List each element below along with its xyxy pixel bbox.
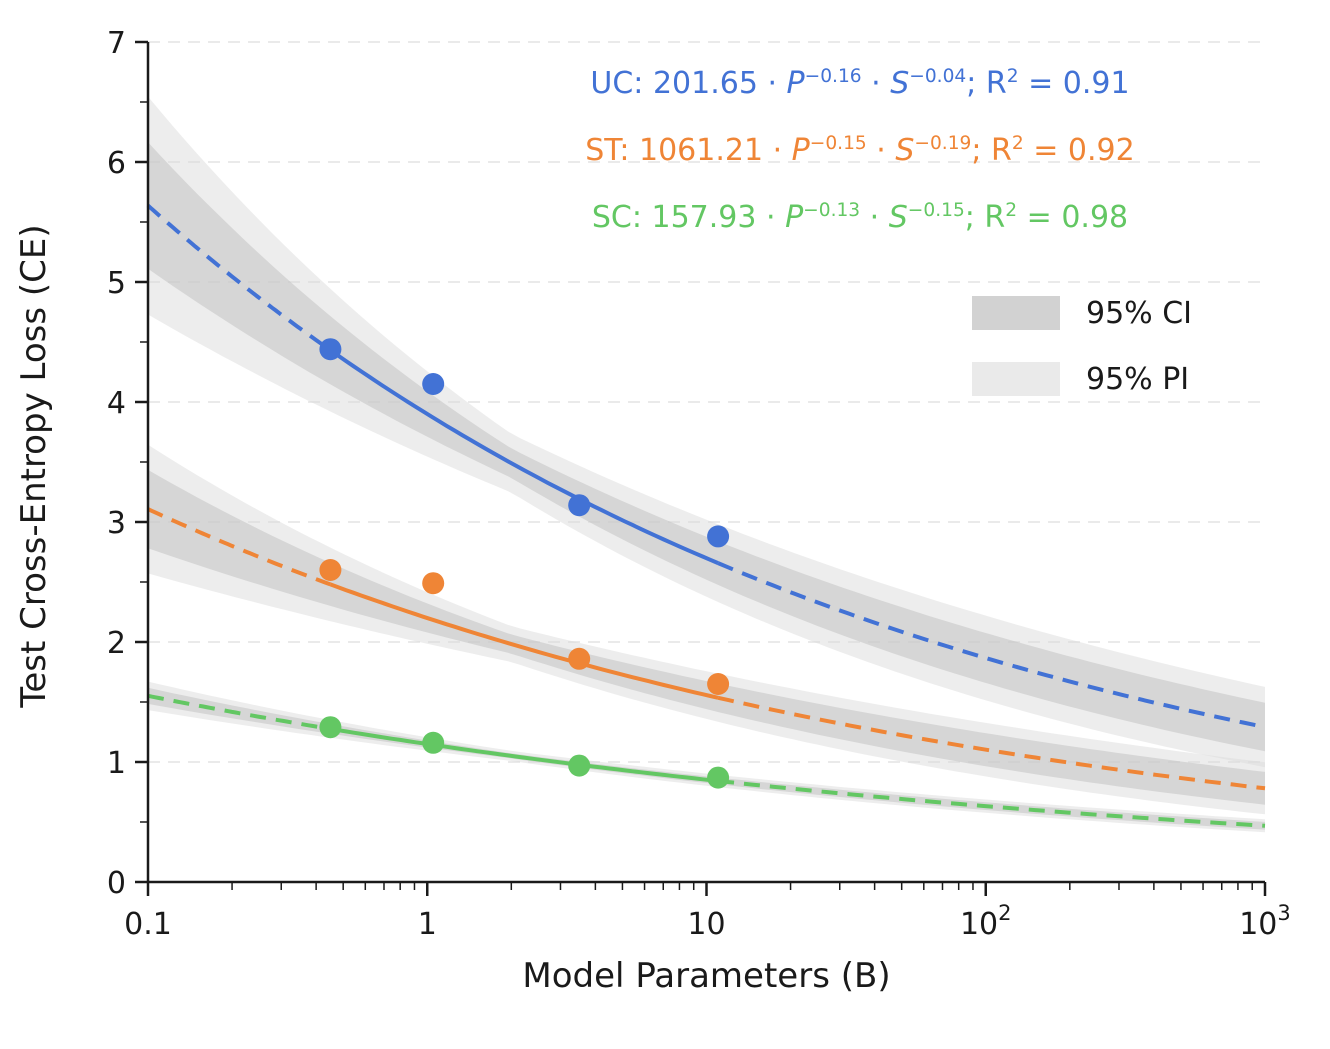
legend-label-ci: 95% CI [1086, 295, 1193, 331]
y-axis-label: Test Cross-Entropy Loss (CE) [14, 224, 54, 708]
svg-text:5: 5 [107, 266, 126, 301]
s-exponent: −0.04 [909, 66, 967, 87]
legend-label-pi: 95% PI [1086, 361, 1190, 397]
p-variable: P [791, 133, 810, 168]
fit-curve-sc [147, 693, 1266, 828]
s-exponent: −0.19 [914, 133, 972, 154]
p-variable: P [786, 66, 805, 101]
r2-value: = 0.92 [1023, 133, 1135, 168]
ci-band-swatch [972, 296, 1060, 330]
svg-text:1: 1 [107, 746, 126, 781]
r2-prefix: ; R [971, 133, 1012, 168]
svg-text:1: 1 [418, 907, 437, 942]
s-exponent: −0.15 [907, 200, 965, 221]
r2-sup: 2 [1005, 200, 1018, 221]
svg-text:10: 10 [687, 907, 725, 942]
equation-dot: · [866, 133, 896, 168]
p-exponent: −0.16 [804, 66, 862, 87]
svg-text:102: 102 [960, 901, 1012, 942]
svg-text:0.1: 0.1 [124, 907, 172, 942]
s-variable: S [890, 66, 910, 101]
r2-value: = 0.91 [1018, 66, 1130, 101]
pi-band-swatch [972, 362, 1060, 396]
fit-curve-st [147, 507, 1266, 791]
svg-text:3: 3 [107, 506, 126, 541]
fit-equation-st: ST: 1061.21 · P−0.15 · S−0.19; R2 = 0.92 [390, 117, 1330, 184]
r2-prefix: ; R [966, 66, 1007, 101]
ci-bands [148, 142, 1265, 830]
s-variable: S [888, 200, 908, 235]
equation-text: SC: 157.93 · [591, 200, 786, 235]
y-axis-ticks: 0 1 2 3 4 5 6 7 [107, 26, 148, 901]
svg-text:6: 6 [107, 146, 126, 181]
svg-text:2: 2 [107, 626, 126, 661]
svg-text:7: 7 [107, 26, 126, 61]
r2-sup: 2 [1011, 133, 1024, 154]
fit-curve-uc [146, 204, 1266, 729]
data-points-uc [319, 338, 730, 548]
p-exponent: −0.13 [803, 200, 861, 221]
r2-prefix: ; R [964, 200, 1006, 235]
equation-text: ST: 1061.21 · [585, 133, 792, 168]
legend: 95% CI 95% PI [972, 280, 1192, 412]
svg-text:4: 4 [107, 386, 126, 421]
r2-sup: 2 [1006, 66, 1019, 87]
fit-equation-uc: UC: 201.65 · P−0.16 · S−0.04; R2 = 0.91 [390, 50, 1330, 117]
r2-value: = 0.98 [1017, 200, 1129, 235]
equation-text: UC: 201.65 · [590, 66, 787, 101]
fit-equation-sc: SC: 157.93 · P−0.13 · S−0.15; R2 = 0.98 [390, 184, 1330, 251]
legend-item-ci: 95% CI [972, 280, 1192, 346]
svg-text:103: 103 [1239, 901, 1291, 942]
data-points-st [319, 559, 730, 695]
x-axis-label: Model Parameters (B) [522, 956, 891, 996]
equation-dot: · [861, 66, 891, 101]
s-variable: S [895, 133, 915, 168]
data-points-sc [319, 716, 730, 789]
p-exponent: −0.15 [809, 133, 867, 154]
legend-item-pi: 95% PI [972, 346, 1192, 412]
x-axis-ticks: 0.1 1 10 102 103 [124, 882, 1291, 942]
p-variable: P [785, 200, 804, 235]
svg-text:0: 0 [107, 866, 126, 901]
fit-equations: UC: 201.65 · P−0.16 · S−0.04; R2 = 0.91 … [390, 50, 1330, 251]
equation-dot: · [860, 200, 889, 235]
